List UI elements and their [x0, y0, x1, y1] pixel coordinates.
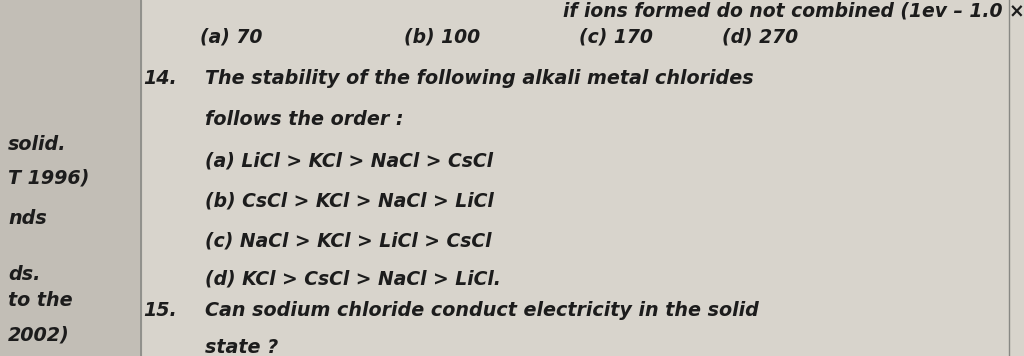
Text: to the: to the: [8, 291, 73, 310]
Text: T 1996): T 1996): [8, 168, 89, 188]
Text: follows the order :: follows the order :: [205, 110, 403, 129]
Text: nds: nds: [8, 209, 47, 229]
Text: Can sodium chloride conduct electricity in the solid: Can sodium chloride conduct electricity …: [205, 301, 759, 320]
Text: state ?: state ?: [205, 337, 279, 356]
Text: (b) CsCl > KCl > NaCl > LiCl: (b) CsCl > KCl > NaCl > LiCl: [205, 192, 494, 211]
Text: (b) 100: (b) 100: [404, 28, 480, 47]
Text: ds.: ds.: [8, 265, 41, 284]
Bar: [141, 0, 1024, 356]
Text: solid.: solid.: [8, 135, 67, 154]
Text: 15.: 15.: [143, 301, 177, 320]
Text: (c) NaCl > KCl > LiCl > CsCl: (c) NaCl > KCl > LiCl > CsCl: [205, 231, 492, 251]
Text: 2002): 2002): [8, 325, 70, 344]
Text: 14.: 14.: [143, 69, 177, 88]
Text: The stability of the following alkali metal chlorides: The stability of the following alkali me…: [205, 69, 754, 88]
Text: (c) 170: (c) 170: [579, 28, 652, 47]
Bar: [0, 0, 141, 356]
Text: (a) 70: (a) 70: [200, 28, 262, 47]
Text: (d) KCl > CsCl > NaCl > LiCl.: (d) KCl > CsCl > NaCl > LiCl.: [205, 270, 501, 289]
Text: if ions formed do not combined (1ev – 1.0 × 10⁻³).: if ions formed do not combined (1ev – 1.…: [563, 2, 1024, 21]
Text: (a) LiCl > KCl > NaCl > CsCl: (a) LiCl > KCl > NaCl > CsCl: [205, 151, 493, 171]
Text: (d) 270: (d) 270: [722, 28, 798, 47]
